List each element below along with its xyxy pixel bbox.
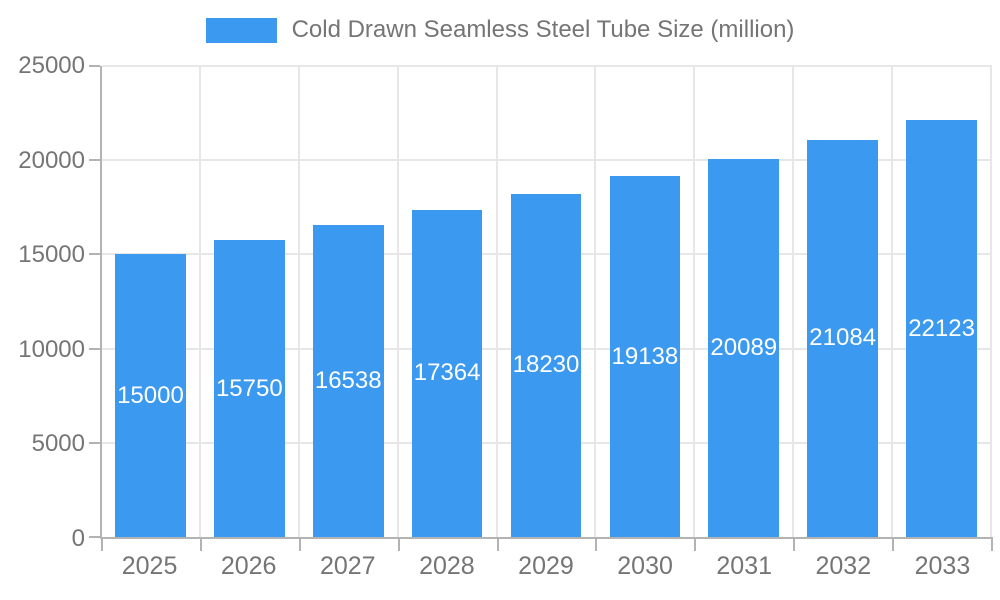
y-tick-10000 <box>89 347 100 350</box>
x-tick-6 <box>694 537 697 551</box>
bar-value-label-2030: 19138 <box>611 342 679 370</box>
x-tick-8 <box>892 537 895 551</box>
bar-2030[interactable]: 19138 <box>609 176 681 537</box>
bar-value-label-2025: 15000 <box>117 381 184 409</box>
bar-2032[interactable]: 21084 <box>807 139 879 537</box>
y-tick-5000 <box>89 441 100 444</box>
y-axis-label-0: 0 <box>71 525 85 552</box>
x-axis-label-2031: 2031 <box>716 552 773 580</box>
bar-slot-2033: 22123 <box>893 66 993 537</box>
bar-2026[interactable]: 15750 <box>213 240 285 537</box>
x-axis-label-2033: 2033 <box>914 552 971 580</box>
x-axis-labels: 2025 2026 2027 2028 2029 2030 2031 2032 2033 <box>100 552 992 581</box>
x-axis-ticks <box>101 537 993 551</box>
plot-area: 15000 15750 16538 17364 18230 19138 20089 21084… <box>89 65 993 551</box>
bar-slots: 15000 15750 16538 17364 18230 19138 20089 21084… <box>102 66 993 537</box>
x-axis-label-2025: 2025 <box>121 552 178 580</box>
y-axis-label-5000: 5000 <box>31 430 85 458</box>
x-axis-label-2028: 2028 <box>419 552 475 580</box>
bar-2029[interactable]: 18230 <box>510 193 582 537</box>
x-tick-4 <box>496 537 499 551</box>
x-axis-label-2030: 2030 <box>617 552 673 580</box>
bar-2027[interactable]: 16538 <box>312 225 384 537</box>
bar-value-label-2029: 18230 <box>512 351 580 379</box>
x-tick-1 <box>199 537 202 551</box>
y-axis-label-20000: 20000 <box>18 146 85 174</box>
bar-2025[interactable]: 15000 <box>115 254 186 537</box>
y-tick-20000 <box>89 159 100 162</box>
y-tick-15000 <box>89 253 100 256</box>
y-axis-label-10000: 10000 <box>18 335 85 363</box>
y-tick-25000 <box>89 65 100 67</box>
bar-value-label-2033: 22123 <box>908 314 975 342</box>
x-axis-label-2027: 2027 <box>319 552 376 580</box>
bar-slot-2032: 21084 <box>794 66 894 537</box>
bar-slot-2031: 20089 <box>695 66 795 537</box>
bar-2028[interactable]: 17364 <box>411 209 483 537</box>
y-axis-labels: 0 5000 10000 15000 20000 25000 <box>0 52 85 552</box>
bar-value-label-2032: 21084 <box>809 324 877 352</box>
bar-slot-2030: 19138 <box>596 66 696 537</box>
gridline-y-20000 <box>102 159 992 162</box>
bar-value-label-2028: 17364 <box>413 359 481 387</box>
legend-swatch <box>205 17 277 43</box>
x-axis-label-2032: 2032 <box>815 552 872 580</box>
x-tick-0 <box>101 537 103 551</box>
x-tick-2 <box>298 537 301 551</box>
gridline-y-25000 <box>102 65 992 67</box>
bar-slot-2027: 16538 <box>300 66 399 537</box>
x-tick-9 <box>991 537 993 551</box>
y-axis-label-15000: 15000 <box>18 241 85 269</box>
bar-slot-2026: 15750 <box>201 66 300 537</box>
bar-value-label-2027: 16538 <box>314 367 382 395</box>
bar-slot-2028: 17364 <box>399 66 498 537</box>
bar-value-label-2031: 20089 <box>710 333 778 361</box>
bar-2033[interactable]: 22123 <box>906 120 977 537</box>
y-axis-label-25000: 25000 <box>18 52 85 79</box>
bar-slot-2029: 18230 <box>498 66 597 537</box>
x-tick-7 <box>793 537 796 551</box>
x-axis-label-2026: 2026 <box>220 552 277 580</box>
bar-slot-2025: 15000 <box>102 66 201 537</box>
bar-2031[interactable]: 20089 <box>708 158 780 537</box>
legend-label: Cold Drawn Seamless Steel Tube Size (mil… <box>291 16 795 43</box>
x-axis-label-2029: 2029 <box>518 552 574 580</box>
bar-value-label-2026: 15750 <box>215 374 283 402</box>
x-tick-5 <box>595 537 598 551</box>
legend[interactable]: Cold Drawn Seamless Steel Tube Size (mil… <box>0 16 1000 44</box>
x-tick-3 <box>397 537 400 551</box>
y-tick-0 <box>89 536 100 538</box>
